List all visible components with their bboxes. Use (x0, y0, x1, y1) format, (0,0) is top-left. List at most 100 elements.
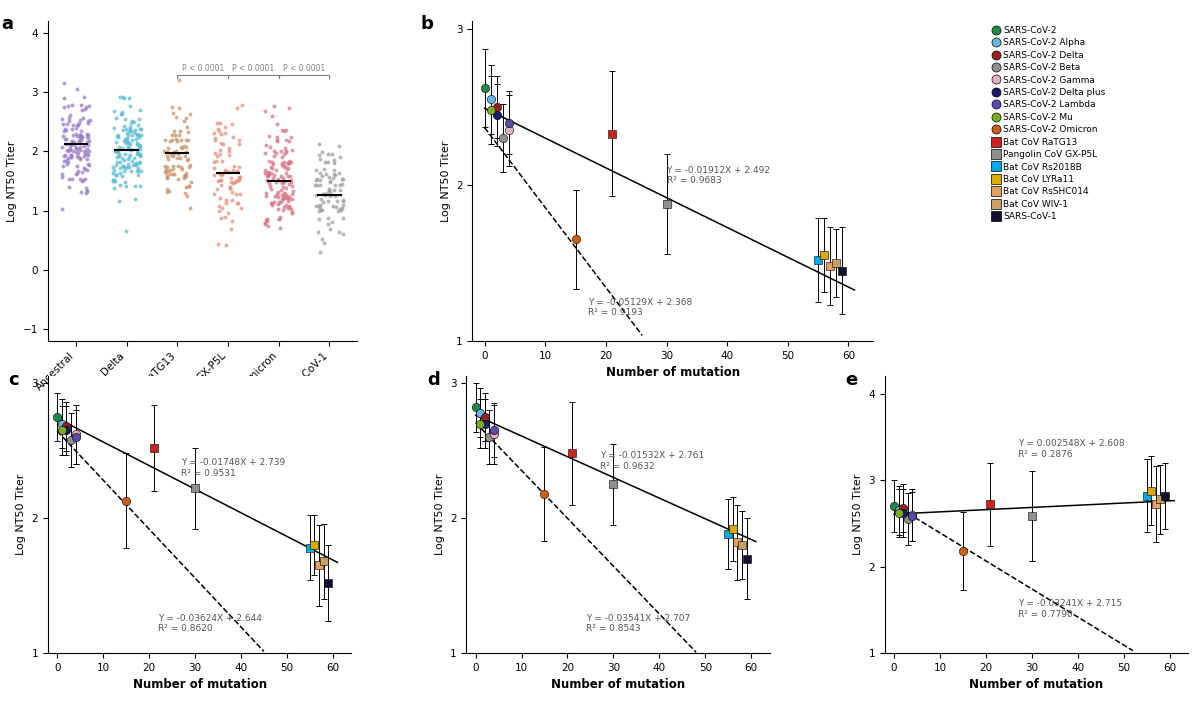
Point (334, 195, 353, 207)
Point (120, 126, 139, 137)
Point (277, 192, 296, 203)
Point (269, 191, 288, 202)
Point (312, 234, 331, 245)
Point (205, 148, 224, 159)
Point (130, 143, 149, 155)
Text: a: a (1, 15, 13, 33)
Point (116, 180, 136, 192)
Point (172, 141, 191, 153)
Point (118, 132, 137, 143)
Point (78, 158, 97, 170)
Point (212, 155, 232, 166)
Point (122, 144, 142, 155)
Point (256, 140, 275, 151)
Point (310, 213, 329, 224)
Point (68, 151, 88, 163)
Point (107, 159, 126, 170)
Point (163, 163, 182, 175)
Point (280, 103, 299, 114)
Point (325, 168, 344, 180)
Point (54, 151, 73, 162)
Point (283, 145, 302, 156)
Point (211, 145, 230, 156)
Point (256, 219, 275, 230)
Point (216, 165, 235, 177)
Point (78, 118, 97, 129)
Point (227, 175, 246, 186)
Point (163, 108, 182, 119)
Point (275, 143, 294, 154)
Point (205, 163, 224, 174)
Point (230, 188, 250, 200)
Point (55, 150, 74, 161)
Point (104, 175, 124, 187)
Point (67, 146, 86, 158)
Point (72, 131, 91, 142)
Point (56, 138, 76, 150)
Point (53, 119, 72, 130)
Point (130, 140, 149, 151)
Point (158, 153, 178, 165)
Point (276, 191, 295, 202)
Point (256, 148, 275, 159)
Point (112, 108, 131, 119)
Point (109, 148, 128, 160)
Point (209, 205, 228, 217)
Point (258, 166, 277, 178)
Point (215, 121, 234, 132)
Point (67, 142, 86, 153)
Point (282, 206, 301, 217)
Point (112, 109, 131, 120)
Point (280, 158, 299, 169)
Point (131, 156, 150, 168)
Point (277, 145, 296, 156)
Point (130, 129, 149, 141)
Point (230, 172, 250, 183)
Point (120, 161, 139, 173)
Point (60, 181, 79, 192)
Point (226, 177, 245, 188)
Point (53, 160, 72, 172)
X-axis label: Number of mutation: Number of mutation (970, 679, 1104, 692)
Point (107, 145, 126, 156)
Point (113, 143, 132, 154)
Point (311, 202, 330, 214)
Point (76, 103, 95, 114)
Point (70, 173, 89, 185)
Point (181, 176, 200, 187)
Point (211, 213, 230, 224)
Point (282, 180, 301, 192)
Point (170, 153, 190, 164)
Point (119, 153, 138, 164)
Point (320, 190, 340, 202)
Point (263, 156, 282, 168)
Point (58, 118, 77, 129)
Point (128, 119, 148, 131)
Point (79, 100, 98, 111)
Point (280, 193, 299, 204)
Point (79, 129, 98, 141)
Text: d: d (427, 371, 439, 389)
Point (212, 174, 232, 185)
Point (210, 148, 229, 160)
Point (70, 136, 89, 147)
Point (265, 190, 284, 202)
X-axis label: Number of mutation: Number of mutation (606, 366, 739, 379)
Point (174, 140, 193, 151)
Point (68, 119, 88, 131)
Point (258, 170, 277, 181)
Point (130, 131, 149, 143)
Point (275, 157, 294, 168)
Point (313, 204, 332, 216)
Text: P < 0.0001: P < 0.0001 (181, 64, 223, 73)
Point (278, 170, 298, 182)
Point (328, 195, 347, 206)
Point (330, 152, 349, 163)
Point (320, 175, 340, 187)
Point (169, 130, 188, 141)
Point (110, 92, 130, 103)
Point (260, 167, 280, 178)
Point (59, 152, 78, 163)
Point (313, 188, 332, 200)
Point (318, 148, 337, 160)
